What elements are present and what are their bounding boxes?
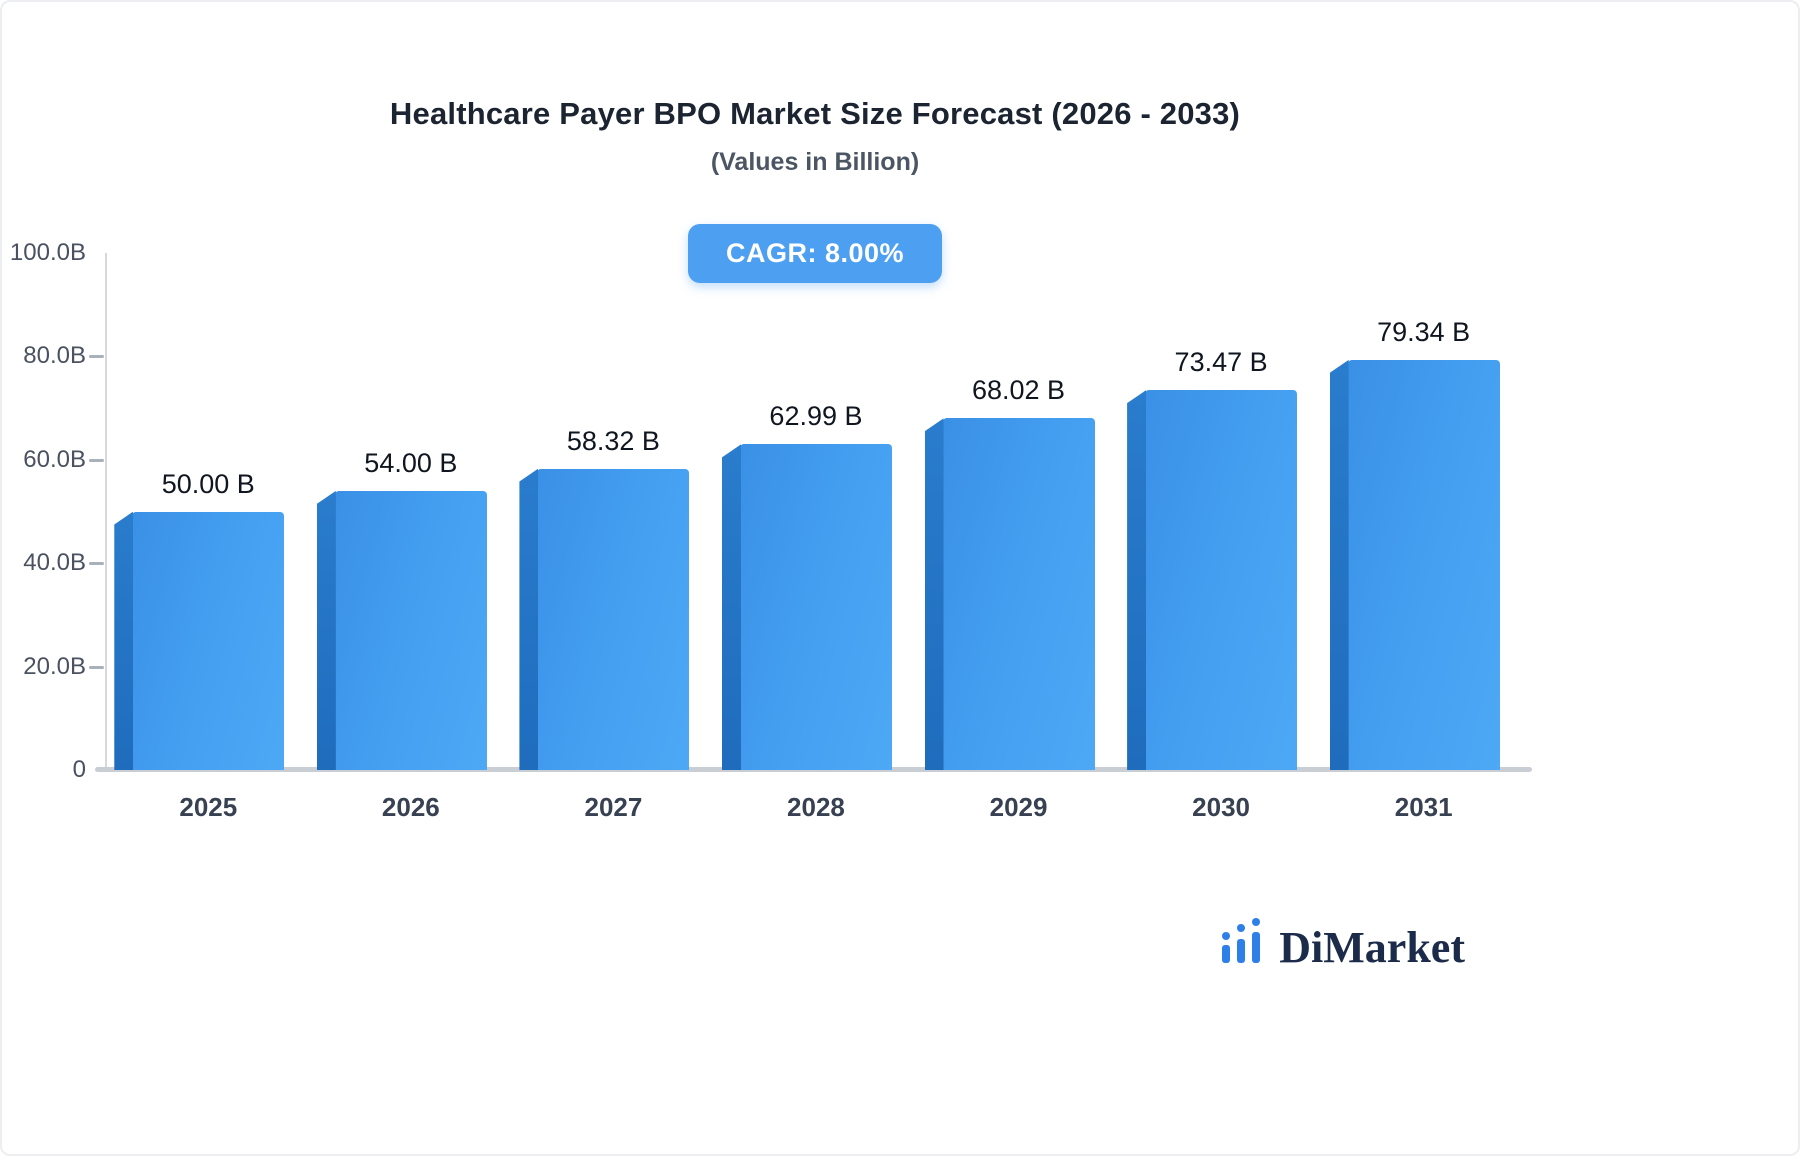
bar-slot: 73.47 B 2030: [1120, 253, 1322, 822]
x-axis-label: 2031: [1394, 792, 1453, 822]
bar: 79.34 B: [1329, 317, 1500, 770]
bar-value-label: 73.47 B: [1174, 347, 1268, 378]
y-axis-label: 100.0B: [9, 239, 86, 266]
x-axis-label: 2030: [1192, 792, 1251, 822]
bar-side: [1127, 390, 1147, 770]
bar-side: [1329, 359, 1349, 770]
bar-side: [316, 490, 336, 770]
bar-slot: 79.34 B 2031: [1323, 253, 1525, 822]
axis-tick: [89, 355, 104, 359]
cagr-badge: CAGR: 8.00%: [687, 224, 943, 283]
bar-value-label: 50.00 B: [161, 468, 255, 499]
bar-side: [924, 418, 944, 770]
axis-tick: [89, 458, 104, 462]
bar-slot: 62.99 B 2028: [715, 253, 917, 822]
chart-title: Healthcare Payer BPO Market Size Forecas…: [389, 96, 1241, 131]
y-axis-label: 0: [72, 756, 86, 783]
y-axis-line: [105, 253, 107, 772]
axis-tick: [89, 665, 104, 669]
x-axis-label: 2025: [179, 792, 238, 822]
bar: 58.32 B: [519, 426, 690, 770]
bar-value-label: 62.99 B: [769, 401, 863, 432]
bar-side: [114, 511, 134, 770]
bar: 73.47 B: [1127, 347, 1298, 770]
y-axis: 100.0B 80.0B 60.0B 40.0B 20.0B 0: [0, 239, 90, 783]
y-axis-label: 20.0B: [23, 652, 86, 680]
x-axis-label: 2028: [787, 792, 845, 822]
bar-side: [721, 444, 741, 770]
y-axis-label: 60.0B: [23, 445, 86, 473]
bar-slot: 68.02 B 2029: [918, 253, 1120, 822]
brand-logo: DiMarket: [1217, 915, 1465, 970]
brand-logo-text: DiMarket: [1279, 923, 1465, 972]
bar: 50.00 B: [114, 469, 285, 770]
bar-value-label: 68.02 B: [971, 375, 1066, 406]
bar-side: [519, 468, 539, 770]
mini-bar-chart-icon: [1217, 915, 1267, 970]
x-axis-label: 2029: [989, 792, 1048, 822]
bar-value-label: 79.34 B: [1377, 316, 1471, 347]
cagr-badge-wrap: CAGR: 8.00%: [0, 224, 1630, 283]
y-axis-label: 40.0B: [23, 549, 86, 577]
x-axis-label: 2027: [584, 792, 643, 822]
x-axis-label: 2026: [381, 792, 440, 822]
bar-slot: 58.32 B 2027: [512, 253, 714, 822]
axis-tick: [89, 562, 104, 566]
bar-slot: 54.00 B 2026: [310, 253, 512, 822]
chart-subtitle: (Values in Billion): [710, 148, 920, 176]
bar: 68.02 B: [924, 375, 1095, 770]
bar: 54.00 B: [316, 448, 487, 770]
bar-value-label: 54.00 B: [364, 447, 458, 478]
plot-area: 50.00 B 2025 54.00 B 2026 58.32 B 2027 62.99 B…: [107, 253, 1525, 822]
bar-slot: 50.00 B 2025: [107, 253, 309, 822]
bar-value-label: 58.32 B: [566, 425, 660, 456]
chart-header: Healthcare Payer BPO Market Size Forecas…: [0, 96, 1630, 177]
y-axis-label: 80.0B: [23, 342, 86, 370]
bar: 62.99 B: [721, 401, 892, 770]
